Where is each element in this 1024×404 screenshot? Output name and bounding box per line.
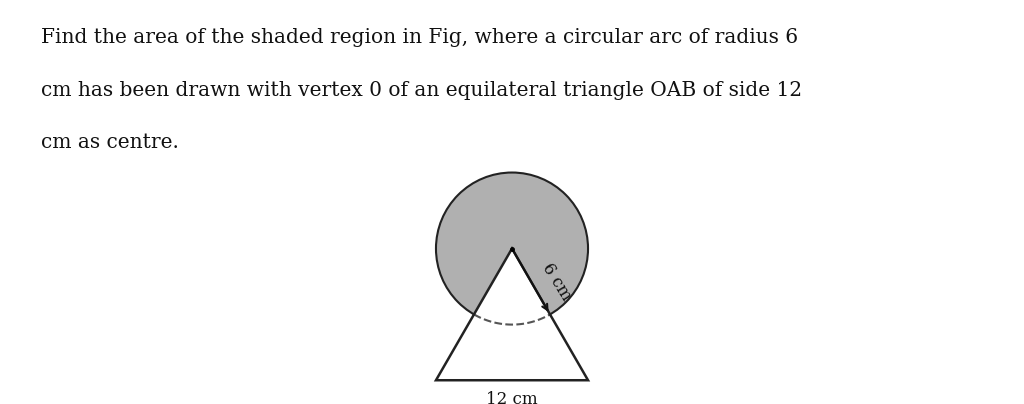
Polygon shape xyxy=(436,248,588,380)
Text: 6 cm: 6 cm xyxy=(539,261,574,304)
Text: cm as centre.: cm as centre. xyxy=(41,133,179,152)
Text: 12 cm: 12 cm xyxy=(486,391,538,404)
Circle shape xyxy=(436,173,588,324)
Text: Find the area of the shaded region in Fig, where a circular arc of radius 6: Find the area of the shaded region in Fi… xyxy=(41,28,798,47)
Text: cm has been drawn with vertex 0 of an equilateral triangle OAB of side 12: cm has been drawn with vertex 0 of an eq… xyxy=(41,81,802,100)
